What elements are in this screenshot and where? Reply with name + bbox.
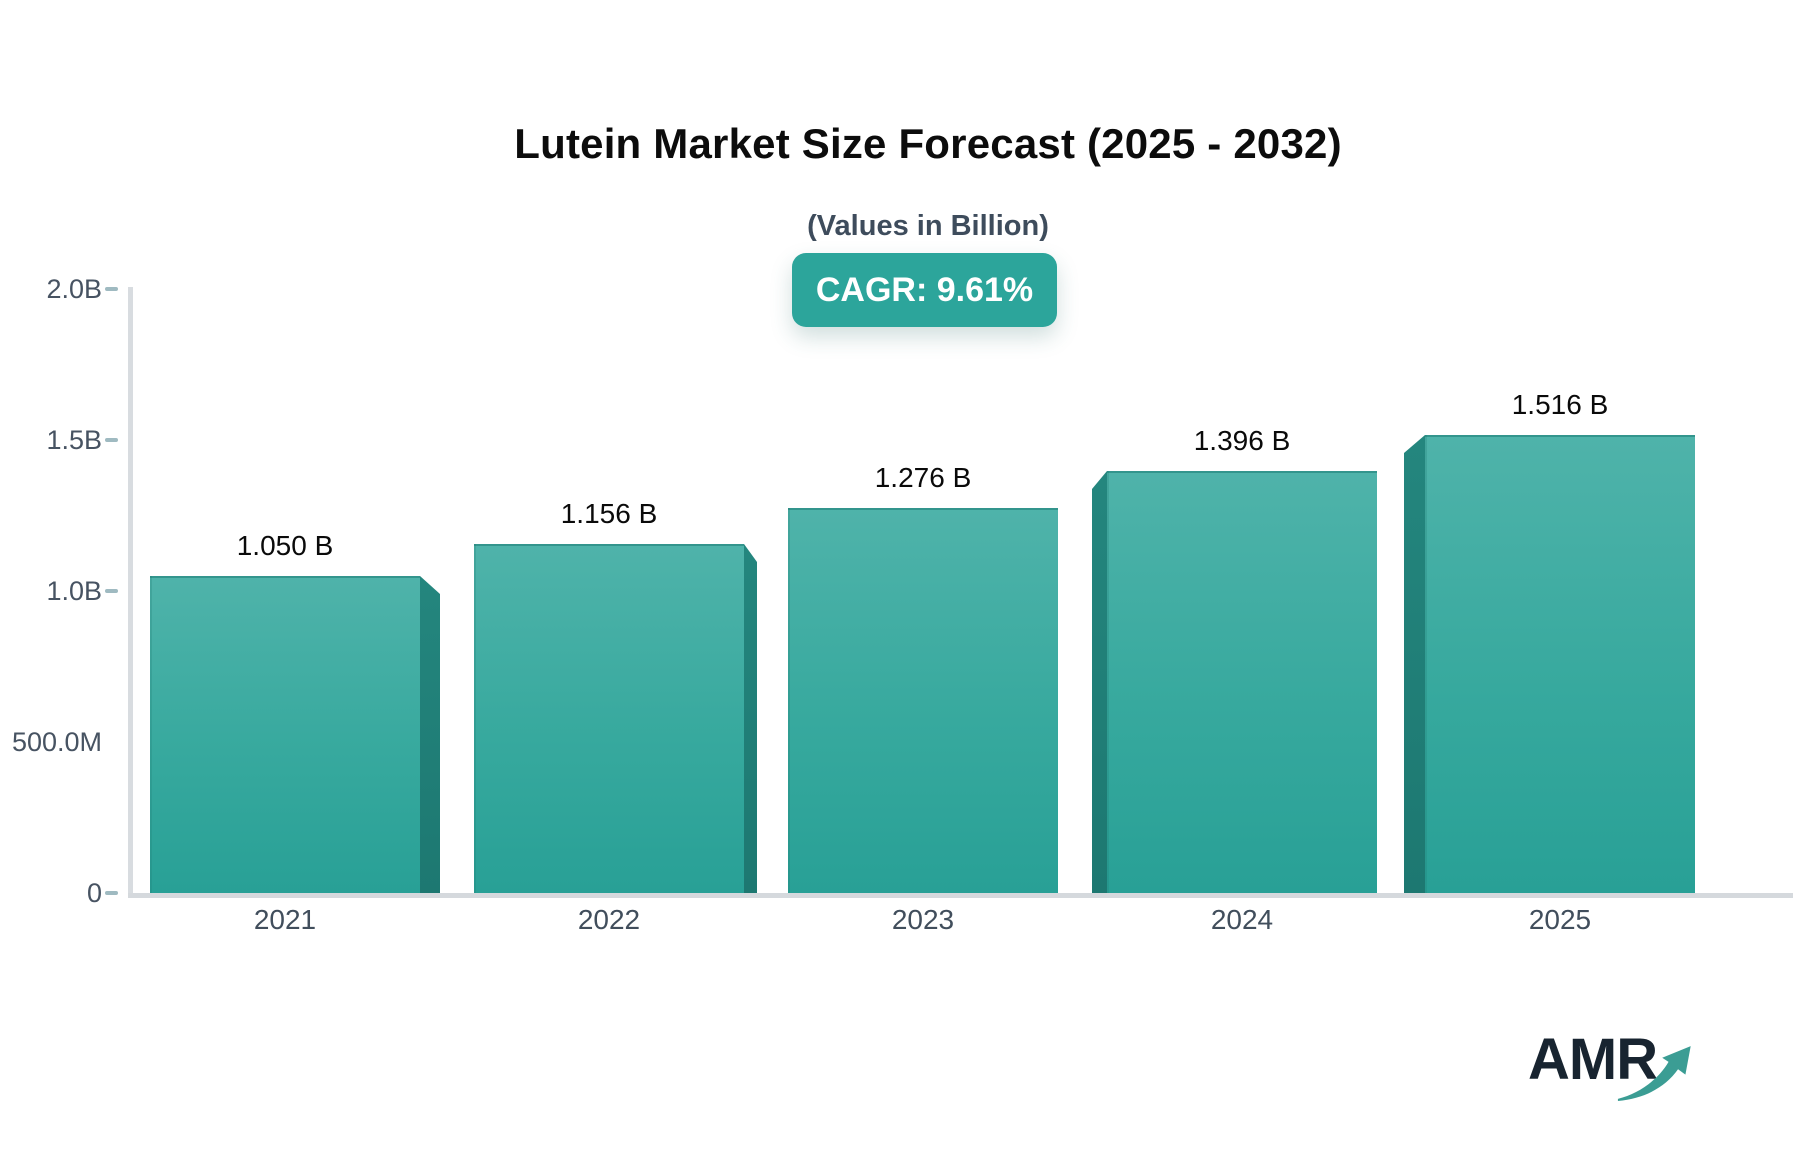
bar-side-face	[744, 544, 757, 895]
y-tick-label: 1.0B	[46, 576, 102, 606]
y-tick-dash	[105, 589, 118, 593]
bar-side-face	[420, 576, 440, 895]
x-tick-label: 2025	[1528, 904, 1592, 935]
y-tick-label: 1.5B	[46, 425, 102, 455]
bar-value-label: 1.156 B	[560, 498, 658, 529]
bar-2024	[1107, 471, 1377, 895]
x-tick-label: 2022	[577, 904, 641, 935]
bar-side-face	[1092, 471, 1107, 895]
cagr-badge: CAGR: 9.61%	[792, 253, 1057, 327]
y-tick-label: 500.0M	[11, 727, 102, 757]
bar-2021	[150, 576, 420, 895]
bar-2022	[474, 544, 744, 895]
amr-logo: AMR	[1528, 1027, 1708, 1110]
x-tick-label: 2023	[891, 904, 955, 935]
bar-side-face	[1404, 435, 1425, 895]
chart-subtitle: (Values in Billion)	[807, 210, 1049, 242]
y-tick-dash	[105, 438, 118, 442]
bar-value-label: 1.050 B	[236, 530, 334, 561]
x-tick-label: 2021	[253, 904, 317, 935]
x-tick-label: 2024	[1210, 904, 1274, 935]
y-tick-dash	[105, 891, 118, 895]
growth-arrow-icon	[1617, 1046, 1691, 1101]
amr-logo-text: AMR	[1528, 1027, 1658, 1092]
bar-2025	[1425, 435, 1695, 895]
y-tick-dash	[105, 287, 118, 291]
bar-value-label: 1.396 B	[1193, 425, 1291, 456]
y-axis-line	[128, 287, 133, 898]
bar-value-label: 1.516 B	[1511, 389, 1609, 420]
chart-title: Lutein Market Size Forecast (2025 - 2032…	[514, 120, 1342, 167]
y-tick-label: 0	[86, 878, 102, 908]
y-tick-label: 2.0B	[46, 274, 102, 304]
x-axis-line	[128, 893, 1793, 898]
bar-2023	[788, 508, 1058, 895]
bar-value-label: 1.276 B	[874, 462, 972, 493]
